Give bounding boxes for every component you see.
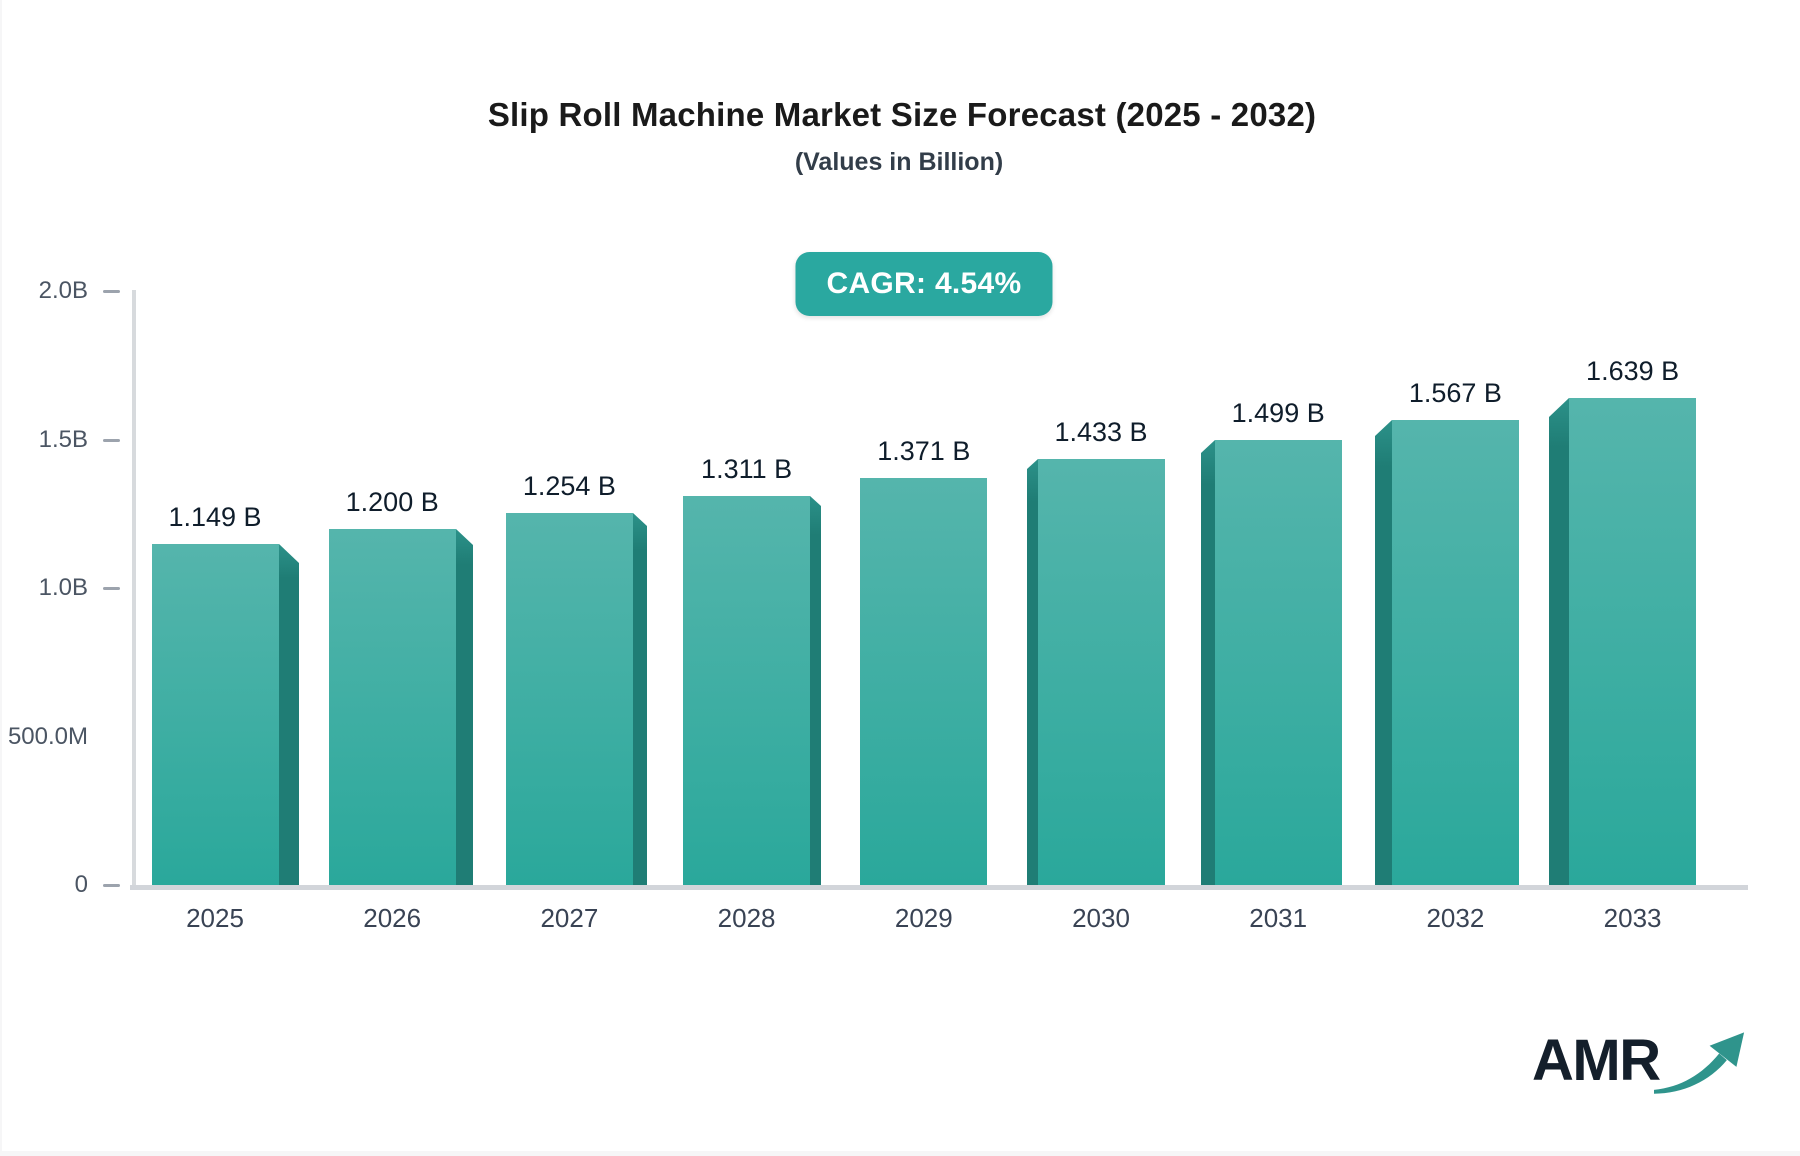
bar-side-face-2027 (633, 513, 647, 885)
x-axis-label-2028: 2028 (717, 903, 776, 933)
bar-side-face-2030 (1027, 459, 1038, 885)
x-axis-line (130, 885, 1748, 890)
x-axis-label-2033: 2033 (1603, 903, 1662, 933)
x-axis-label-2025: 2025 (186, 903, 244, 933)
x-axis-label-2030: 2030 (1072, 903, 1130, 933)
cagr-badge: CAGR: 4.54% (795, 252, 1053, 316)
bar-value-label: 1.311 B (701, 454, 793, 484)
bar-value-label: 1.499 B (1231, 398, 1325, 428)
bar-side-face-2026 (456, 529, 473, 885)
bar-value-label: 1.433 B (1054, 417, 1148, 447)
x-axis-label-2032: 2032 (1426, 903, 1485, 933)
bar-value-label: 1.200 B (345, 487, 439, 517)
bar-value-label: 1.639 B (1586, 356, 1680, 386)
x-axis-label-2029: 2029 (894, 903, 953, 933)
growth-arrow-icon (1654, 1032, 1745, 1094)
y-tick-label: 500.0M (7, 722, 88, 750)
y-tick-label: 2.0B (38, 277, 88, 304)
bar-2032 (1392, 420, 1519, 885)
bar-side-face-2033 (1549, 398, 1569, 885)
chart-subtitle: (Values in Billion) (794, 148, 1004, 176)
y-tick-label: 0 (74, 871, 88, 898)
y-tick-mark (103, 290, 120, 293)
y-tick-mark (103, 438, 120, 442)
bar-value-label: 1.254 B (522, 471, 616, 501)
bar-2027 (506, 513, 633, 885)
bar-2030 (1038, 459, 1165, 885)
bar-2029 (860, 478, 987, 885)
x-axis-label-2026: 2026 (363, 903, 422, 933)
bar-2026 (329, 529, 456, 885)
bar-side-face-2025 (279, 544, 299, 885)
bar-value-label: 1.149 B (168, 502, 262, 532)
bar-value-label: 1.567 B (1408, 378, 1502, 408)
amr-logo-text: AMR (1532, 1028, 1661, 1093)
bar-side-face-2028 (810, 496, 821, 885)
y-tick-label: 1.5B (38, 425, 88, 453)
bar-2031 (1215, 440, 1342, 885)
x-axis-label-2031: 2031 (1249, 903, 1308, 933)
bar-value-label: 1.371 B (877, 436, 971, 466)
y-tick-mark (103, 587, 120, 590)
bar-side-face-2032 (1375, 420, 1392, 885)
bar-side-face-2031 (1201, 440, 1215, 885)
x-axis-label-2027: 2027 (540, 903, 599, 933)
y-tick-mark (103, 884, 120, 887)
bar-2025 (152, 544, 279, 885)
y-axis-line (132, 290, 136, 888)
amr-logo: AMR (1532, 1028, 1762, 1108)
cagr-badge-label: CAGR: 4.54% (826, 267, 1022, 300)
chart-title: Slip Roll Machine Market Size Forecast (… (487, 96, 1317, 133)
bar-2028 (683, 496, 810, 885)
y-tick-label: 1.0B (38, 574, 88, 601)
bar-2033 (1569, 398, 1696, 885)
